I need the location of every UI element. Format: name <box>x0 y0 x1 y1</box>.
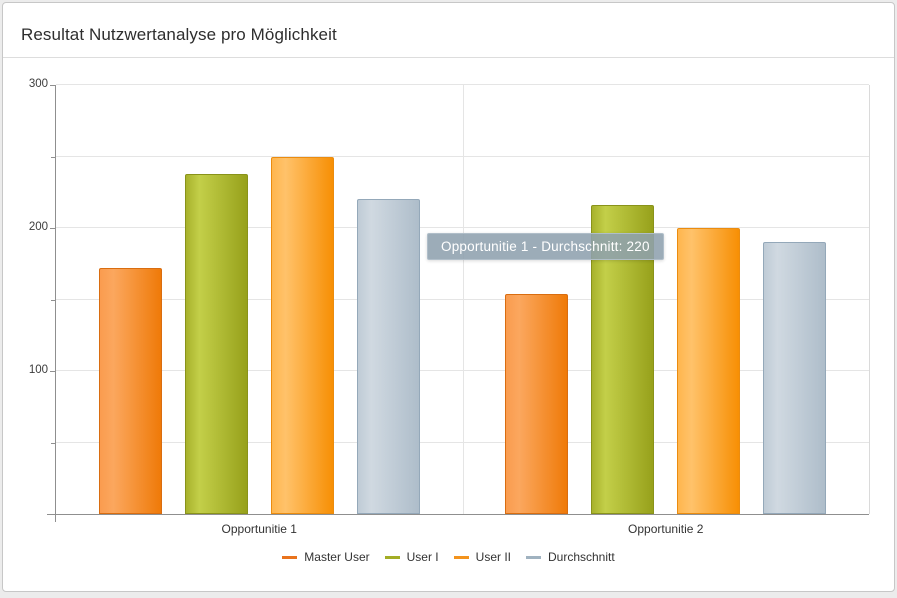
page-title: Resultat Nutzwertanalyse pro Möglichkeit <box>21 25 337 44</box>
x-axis-labels: Opportunitie 1 Opportunitie 2 <box>56 522 869 536</box>
bar-opportunitie-2-user-ii[interactable] <box>677 228 741 514</box>
y-tick-50 <box>51 442 55 444</box>
legend-dash-icon <box>384 556 400 559</box>
y-axis: 100 200 300 <box>0 78 56 514</box>
legend-label: Durchschnitt <box>548 550 615 564</box>
legend-label: User I <box>406 550 439 564</box>
x-axis-line <box>47 514 869 515</box>
x-axis-label-2: Opportunitie 2 <box>628 522 704 536</box>
legend-label: User II <box>475 550 511 564</box>
x-axis-label-1: Opportunitie 1 <box>221 522 297 536</box>
bar-opportunitie-1-user-ii[interactable] <box>270 156 334 514</box>
bar-opportunitie-1-master-user[interactable] <box>98 268 162 514</box>
bar-opportunitie-1-user-i[interactable] <box>184 173 248 514</box>
tooltip: Opportunitie 1 - Durchschnitt: 220 <box>427 233 664 260</box>
y-tick-250 <box>51 156 55 158</box>
y-tick-300 <box>50 85 55 86</box>
gridline-50 <box>56 441 869 443</box>
y-tick-100 <box>50 371 55 372</box>
bar-opportunitie-2-durchschnitt[interactable] <box>763 242 827 514</box>
y-tick-label-300: 300 <box>28 78 48 90</box>
legend-dash-icon <box>453 556 469 559</box>
legend-item-user-ii[interactable]: User II <box>453 550 511 564</box>
y-tick-label-100: 100 <box>28 364 48 376</box>
gridline-150 <box>56 298 869 300</box>
plot-area <box>56 84 870 514</box>
gridline-200 <box>56 227 869 228</box>
bar-group-2 <box>463 85 870 514</box>
gridline-250 <box>56 155 869 157</box>
legend: Master User User I User II Durchschnitt <box>0 550 897 564</box>
y-tick-label-200: 200 <box>28 221 48 233</box>
legend-item-durchschnitt[interactable]: Durchschnitt <box>526 550 615 564</box>
bar-group-1 <box>56 85 463 514</box>
gridline-100 <box>56 370 869 371</box>
y-tick-200 <box>50 228 55 229</box>
legend-item-master-user[interactable]: Master User <box>282 550 370 564</box>
bar-opportunitie-1-durchschnitt[interactable] <box>356 199 420 514</box>
y-tick-150 <box>51 299 55 301</box>
legend-dash-icon <box>526 556 541 559</box>
category-separator-line <box>462 85 464 514</box>
legend-item-user-i[interactable]: User I <box>384 550 439 564</box>
legend-dash-icon <box>282 556 298 559</box>
bar-opportunitie-2-master-user[interactable] <box>505 293 569 514</box>
gridline-300 <box>56 84 869 85</box>
title-separator <box>3 57 894 58</box>
y-axis-line <box>55 85 56 522</box>
legend-label: Master User <box>304 550 370 564</box>
